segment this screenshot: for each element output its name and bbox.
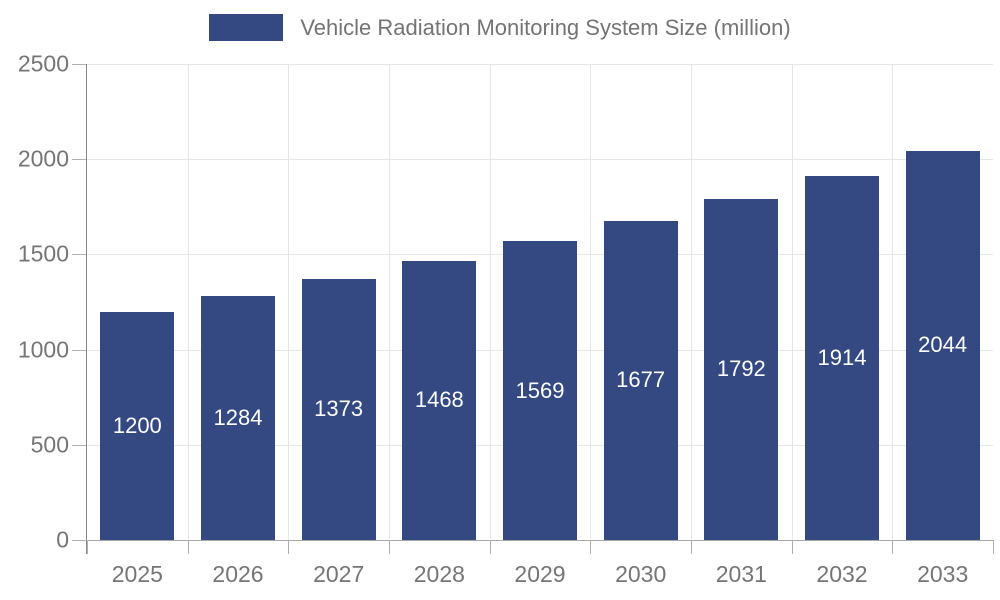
bar-value-label: 1914 (817, 344, 867, 370)
y-axis-tick (72, 64, 86, 65)
gridline-vertical (892, 64, 894, 540)
x-axis-tick-label: 2025 (111, 561, 163, 587)
x-axis-tick (590, 540, 592, 554)
gridline-vertical (389, 64, 390, 540)
y-axis-tick (72, 540, 86, 541)
x-axis-tick-label: 2026 (212, 561, 264, 587)
bar (805, 175, 879, 540)
y-axis-tick-label: 1500 (17, 240, 69, 267)
bar-value-label: 1200 (112, 412, 162, 438)
y-axis-tick (72, 444, 86, 446)
bar-value-label: 1373 (314, 396, 364, 422)
bar (603, 220, 678, 540)
x-axis-tick-label: 2029 (514, 561, 566, 587)
y-axis-tick-label: 2000 (17, 145, 69, 172)
y-axis-tick-label: 2500 (17, 50, 69, 77)
x-axis-tick-label: 2032 (816, 561, 868, 587)
gridline-vertical (489, 64, 491, 540)
x-axis-tick-label: 2028 (413, 561, 465, 587)
x-axis-tick (993, 540, 994, 554)
bar (301, 278, 376, 540)
bar (402, 260, 477, 540)
y-axis-tick-label: 1000 (17, 336, 69, 363)
gridline-vertical (288, 64, 290, 540)
bar (100, 311, 175, 540)
x-axis-tick-label: 2027 (313, 561, 365, 587)
y-axis-tick-label: 0 (56, 526, 69, 553)
y-axis-tick (72, 159, 86, 161)
x-axis-tick-label: 2030 (615, 561, 667, 587)
x-axis-tick (691, 540, 692, 554)
gridline-horizontal (87, 159, 993, 161)
x-axis-tick (892, 540, 894, 554)
y-axis-line (86, 64, 87, 554)
bar-value-label: 1468 (414, 387, 464, 413)
bar-value-label: 1677 (616, 367, 666, 393)
x-axis-tick-label: 2031 (715, 561, 767, 587)
x-axis-tick (187, 540, 189, 554)
x-axis-tick (288, 540, 290, 554)
legend-swatch (209, 14, 284, 41)
gridline-horizontal (87, 64, 993, 65)
bar (201, 295, 275, 540)
x-axis-line (86, 540, 994, 541)
x-axis-tick (489, 540, 491, 554)
chart-legend[interactable]: Vehicle Radiation Monitoring System Size… (0, 14, 1000, 41)
bar (503, 241, 577, 540)
x-axis-tick-label: 2033 (917, 561, 969, 587)
gridline-vertical (187, 64, 189, 540)
gridline-vertical (590, 64, 592, 540)
x-axis-tick (389, 540, 390, 554)
bar-value-label: 1792 (716, 356, 766, 382)
bar-value-label: 1284 (213, 404, 263, 430)
x-axis-tick (87, 540, 88, 554)
x-axis-tick (791, 540, 793, 554)
y-axis-tick (72, 254, 86, 256)
bar-value-label: 2044 (918, 332, 968, 358)
plot-area: 0 500 1000 1500 2000 2500 1200 2025 1284 2026 1373… (18, 51, 994, 587)
legend-label: Vehicle Radiation Monitoring System Size… (300, 15, 791, 40)
bar-value-label: 1569 (515, 377, 565, 403)
gridline-vertical (791, 64, 793, 540)
bar (905, 150, 980, 540)
gridline-vertical (691, 64, 692, 540)
y-axis-tick-label: 500 (30, 431, 69, 458)
bar (704, 198, 779, 540)
y-axis-tick (72, 349, 86, 351)
